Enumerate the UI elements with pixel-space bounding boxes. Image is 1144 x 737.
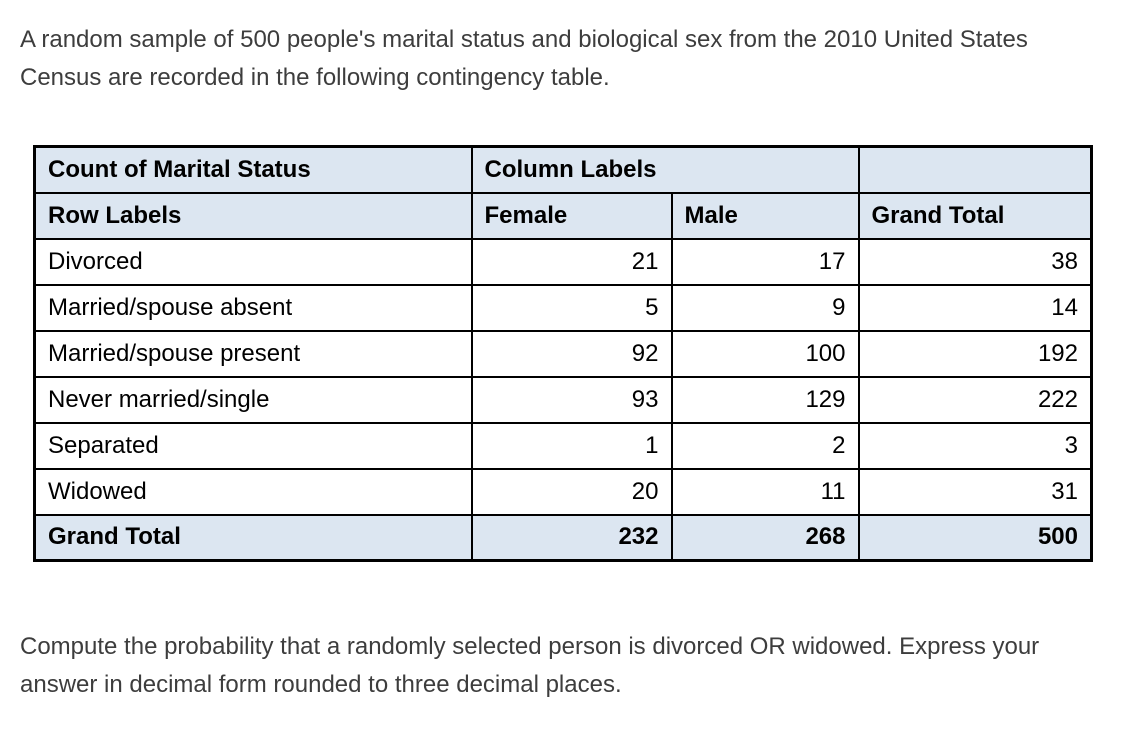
female-count-cell: 1 [470, 421, 673, 470]
header-count-of-marital-status: Count of Marital Status [33, 145, 473, 194]
header-column-labels: Column Labels [470, 145, 860, 194]
table-row: Married/spouse present 92 100 192 [33, 329, 1093, 378]
header-empty-cell [857, 145, 1093, 194]
row-label-cell: Married/spouse absent [33, 283, 473, 332]
female-count-cell: 20 [470, 467, 673, 516]
table-row: Married/spouse absent 5 9 14 [33, 283, 1093, 332]
grand-total-label: Grand Total [33, 513, 473, 562]
table-row: Separated 1 2 3 [33, 421, 1093, 470]
question-text: Compute the probability that a randomly … [20, 633, 1040, 698]
male-count-cell: 129 [670, 375, 860, 424]
table-row: Never married/single 93 129 222 [33, 375, 1093, 424]
row-label-cell: Separated [33, 421, 473, 470]
female-count-cell: 92 [470, 329, 673, 378]
header-row-labels: Row Labels [33, 191, 473, 240]
row-label-cell: Never married/single [33, 375, 473, 424]
row-label-cell: Divorced [33, 237, 473, 286]
row-total-cell: 3 [857, 421, 1093, 470]
contingency-table: Count of Marital Status Column Labels Ro… [33, 145, 1093, 562]
male-count-cell: 2 [670, 421, 860, 470]
table-row: Widowed 20 11 31 [33, 467, 1093, 516]
row-total-cell: 14 [857, 283, 1093, 332]
header-female: Female [470, 191, 673, 240]
male-count-cell: 11 [670, 467, 860, 516]
row-total-cell: 31 [857, 467, 1093, 516]
row-total-cell: 222 [857, 375, 1093, 424]
row-total-cell: 38 [857, 237, 1093, 286]
female-count-cell: 5 [470, 283, 673, 332]
grand-total-male-cell: 268 [670, 513, 860, 562]
table-body: Divorced 21 17 38 Married/spouse absent 5 9 14 M… [33, 237, 1093, 516]
female-count-cell: 21 [470, 237, 673, 286]
table-header-row-2: Row Labels Female Male Grand Total [33, 191, 1093, 240]
row-total-cell: 192 [857, 329, 1093, 378]
male-count-cell: 100 [670, 329, 860, 378]
grand-total-female-cell: 232 [470, 513, 673, 562]
male-count-cell: 17 [670, 237, 860, 286]
header-male: Male [670, 191, 860, 240]
table-row: Divorced 21 17 38 [33, 237, 1093, 286]
header-grand-total: Grand Total [857, 191, 1093, 240]
female-count-cell: 93 [470, 375, 673, 424]
grand-total-row: Grand Total 232 268 500 [33, 513, 1093, 562]
row-label-cell: Widowed [33, 467, 473, 516]
row-label-cell: Married/spouse present [33, 329, 473, 378]
grand-total-total-cell: 500 [857, 513, 1093, 562]
table-header-row-1: Count of Marital Status Column Labels [33, 145, 1093, 194]
intro-text: A random sample of 500 people's marital … [20, 26, 1028, 91]
male-count-cell: 9 [670, 283, 860, 332]
